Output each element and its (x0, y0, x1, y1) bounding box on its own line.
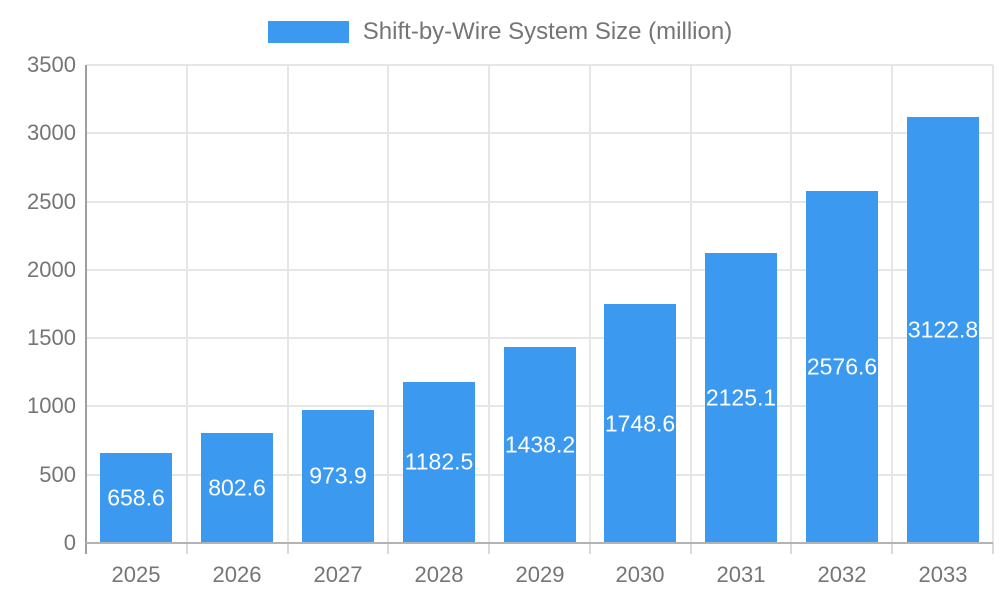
x-axis-tick (992, 543, 994, 554)
bar-2031[interactable] (705, 253, 777, 543)
bar-2030[interactable] (604, 304, 676, 543)
gridline-vertical (287, 65, 289, 543)
y-axis-tick-label: 2500 (27, 189, 76, 214)
bar-value-label: 3122.8 (907, 316, 979, 343)
x-axis-tick (690, 543, 692, 554)
bar-value-label: 1438.2 (504, 431, 576, 458)
bar-2028[interactable] (403, 382, 475, 543)
gridline-horizontal (86, 64, 993, 66)
x-axis-tick-label: 2033 (918, 562, 968, 587)
legend-swatch-icon (267, 21, 349, 43)
bar-2025[interactable] (100, 453, 172, 543)
bar-2027[interactable] (302, 410, 374, 543)
bar-2032[interactable] (806, 191, 878, 543)
x-axis-tick-label: 2028 (414, 562, 464, 587)
x-axis-tick-label: 2030 (615, 562, 665, 587)
y-axis-tick-label: 3000 (27, 120, 76, 145)
bar-value-label: 973.9 (309, 462, 367, 489)
y-axis-tick-label: 2000 (27, 257, 76, 282)
y-axis-tick-label: 3500 (27, 52, 76, 77)
gridline-vertical (387, 65, 389, 543)
x-axis-tick-label: 2029 (515, 562, 565, 587)
gridline-vertical (790, 65, 792, 543)
legend-label: Shift-by-Wire System Size (million) (362, 18, 733, 45)
x-axis-tick-label: 2026 (212, 562, 262, 587)
bar-value-label: 2125.1 (705, 384, 777, 411)
x-axis-tick (891, 543, 893, 554)
y-axis-tick-label: 1500 (27, 325, 76, 350)
x-axis-tick (488, 543, 490, 554)
y-axis-tick-label: 1000 (27, 393, 76, 418)
x-axis-tick-label: 2031 (716, 562, 766, 587)
x-axis-tick (790, 543, 792, 554)
bar-value-label: 802.6 (208, 474, 266, 501)
gridline-vertical (992, 65, 994, 543)
y-axis-line (85, 65, 87, 554)
x-axis-tick-label: 2027 (313, 562, 363, 587)
bar-value-label: 658.6 (107, 484, 165, 511)
x-axis-tick (387, 543, 389, 554)
x-axis-line (86, 542, 993, 544)
gridline-vertical (690, 65, 692, 543)
bar-2026[interactable] (201, 433, 273, 543)
gridline-vertical (589, 65, 591, 543)
y-axis-tick-label: 500 (39, 462, 76, 487)
gridline-vertical (488, 65, 490, 543)
x-axis-tick-label: 2032 (817, 562, 867, 587)
gridline-vertical (891, 65, 893, 543)
bar-value-label: 1748.6 (604, 410, 676, 437)
gridline-horizontal (86, 269, 993, 271)
gridline-horizontal (86, 132, 993, 134)
x-axis-tick (589, 543, 591, 554)
x-axis-tick (186, 543, 188, 554)
x-axis-tick (287, 543, 289, 554)
bar-value-label: 2576.6 (806, 353, 878, 380)
x-axis-tick-label: 2025 (111, 562, 161, 587)
gridline-vertical (186, 65, 188, 543)
y-axis-tick-label: 0 (63, 530, 76, 555)
bar-2033[interactable] (907, 117, 979, 543)
gridline-horizontal (86, 337, 993, 339)
chart-legend[interactable]: Shift-by-Wire System Size (million) (0, 14, 1000, 50)
gridline-horizontal (86, 201, 993, 203)
bar-2029[interactable] (504, 347, 576, 543)
bar-value-label: 1182.5 (404, 448, 474, 475)
